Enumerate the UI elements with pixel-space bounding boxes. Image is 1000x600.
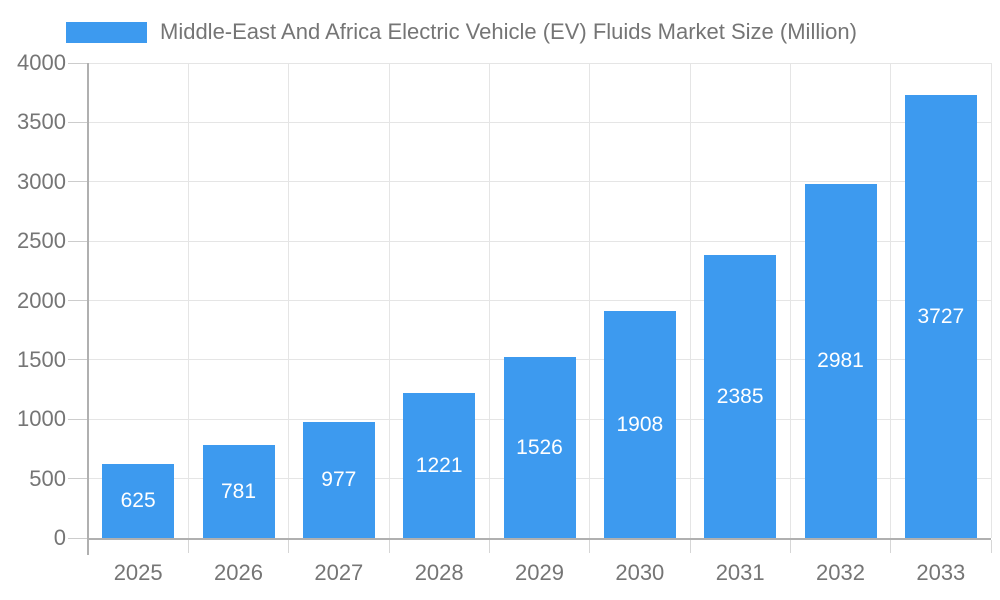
x-tick [388, 540, 390, 553]
x-axis-line [87, 538, 991, 540]
y-tick [68, 537, 88, 539]
y-tick [68, 478, 88, 480]
y-tick [68, 300, 88, 301]
y-axis-label: 1000 [17, 406, 66, 432]
legend-swatch [66, 22, 147, 43]
y-axis-label: 2500 [17, 228, 66, 254]
bar-2026[interactable]: 781 [202, 445, 275, 538]
bar-2032[interactable]: 2981 [804, 184, 877, 538]
x-tick [488, 540, 490, 553]
x-tick [789, 540, 791, 553]
x-axis-label-2025: 2025 [113, 560, 163, 585]
bar-value-label: 1908 [616, 413, 664, 437]
x-axis-label-2027: 2027 [314, 560, 364, 585]
x-axis-label-2032: 2032 [816, 560, 865, 585]
x-tick [288, 540, 290, 553]
bar-value-label: 1526 [516, 435, 563, 459]
x-tick [890, 540, 892, 553]
bar-2027[interactable]: 977 [302, 421, 375, 538]
v-gridline [388, 63, 390, 538]
chart-title: Middle-East And Africa Electric Vehicle … [160, 19, 857, 44]
bar-value-label: 977 [321, 468, 357, 492]
bar-value-label: 3727 [917, 305, 965, 329]
x-tick [689, 540, 691, 553]
v-gridline [589, 63, 591, 538]
y-tick [68, 62, 88, 64]
y-tick [68, 359, 88, 361]
v-gridline [689, 63, 691, 538]
x-tick [990, 540, 992, 553]
bar-2028[interactable]: 1221 [403, 393, 476, 538]
x-axis-label-2026: 2026 [214, 560, 263, 585]
bar-value-label: 2385 [716, 384, 764, 408]
y-axis-line [87, 63, 89, 555]
bar-2030[interactable]: 1908 [603, 311, 676, 538]
y-axis-label: 3500 [17, 109, 66, 135]
y-axis-label: 2000 [17, 287, 66, 313]
v-gridline [288, 63, 290, 538]
h-gridline [88, 300, 991, 301]
v-gridline [488, 63, 490, 538]
bar-2031[interactable]: 2385 [704, 254, 777, 538]
x-axis-label-2031: 2031 [715, 560, 765, 585]
x-tick [589, 540, 591, 553]
v-gridline [789, 63, 791, 538]
y-axis-label: 500 [29, 465, 66, 491]
y-axis-label: 0 [53, 525, 66, 550]
h-gridline [88, 240, 991, 242]
bar-2025[interactable]: 625 [102, 463, 175, 538]
v-gridline [990, 63, 992, 538]
bar-value-label: 2981 [817, 349, 864, 373]
bar-2029[interactable]: 1526 [503, 356, 576, 538]
y-tick [68, 240, 88, 242]
bar-value-label: 781 [220, 480, 257, 504]
h-gridline [88, 181, 991, 183]
x-axis-label-2029: 2029 [515, 560, 564, 585]
x-tick [187, 540, 189, 553]
y-axis-label: 3000 [17, 168, 66, 194]
bar-value-label: 625 [120, 489, 156, 513]
bar-2033[interactable]: 3727 [904, 95, 977, 538]
x-axis-label-2028: 2028 [414, 560, 464, 585]
y-axis-label: 1500 [17, 346, 66, 372]
chart-legend[interactable]: Middle-East And Africa Electric Vehicle … [66, 19, 857, 45]
y-tick [68, 121, 88, 123]
h-gridline [88, 62, 991, 64]
h-gridline [88, 121, 991, 123]
x-axis-label-2033: 2033 [916, 560, 966, 585]
v-gridline [187, 63, 189, 538]
y-tick [68, 418, 88, 420]
v-gridline [890, 63, 892, 538]
y-axis-label: 4000 [17, 50, 66, 75]
x-axis-label-2030: 2030 [615, 560, 665, 585]
bar-value-label: 1221 [415, 453, 463, 477]
y-tick [68, 181, 88, 183]
